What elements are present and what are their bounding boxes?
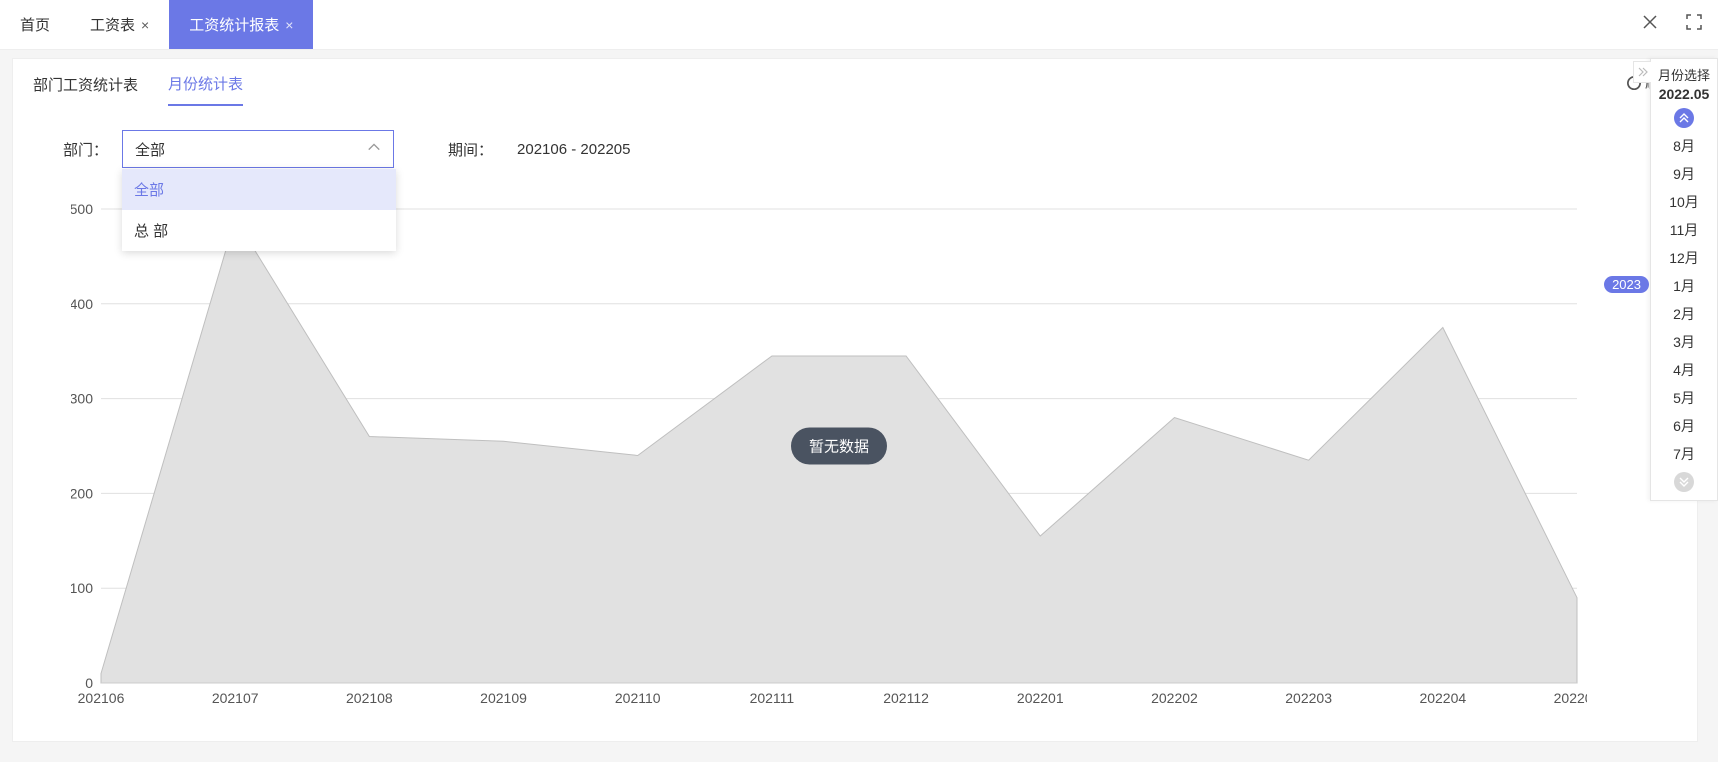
month-item[interactable]: 2月	[1673, 304, 1695, 324]
month-item[interactable]: 4月	[1673, 360, 1695, 380]
chevron-right-icon	[1638, 67, 1648, 77]
x-tick-label: 202111	[750, 690, 795, 706]
month-item[interactable]: 8月	[1673, 136, 1695, 156]
nav-tab-label: 首页	[20, 14, 50, 35]
month-item[interactable]: 6月	[1673, 416, 1695, 436]
nav-tab-label: 工资统计报表	[189, 14, 279, 35]
subtab-month-stats[interactable]: 月份统计表	[168, 73, 243, 106]
sub-tabs: 部门工资统计表 月份统计表 刷新	[13, 59, 1697, 106]
scroll-up-button[interactable]	[1674, 108, 1694, 128]
x-tick-label: 202204	[1419, 690, 1466, 706]
y-tick-label: 200	[71, 485, 93, 501]
y-tick-label: 300	[71, 391, 93, 407]
x-tick-label: 202205	[1554, 690, 1587, 706]
month-item[interactable]: 12月	[1669, 248, 1699, 268]
nav-tab-salary[interactable]: 工资表 ×	[70, 0, 169, 49]
x-tick-label: 202110	[615, 690, 661, 706]
fullscreen-button[interactable]	[1680, 8, 1708, 36]
x-tick-label: 202106	[78, 690, 125, 706]
dept-dropdown: 全部总 部	[122, 169, 396, 251]
x-tick-label: 202203	[1285, 690, 1332, 706]
month-item[interactable]: 3月	[1673, 332, 1695, 352]
month-panel-title: 月份选择	[1651, 59, 1717, 86]
y-tick-label: 500	[71, 201, 93, 217]
y-tick-label: 0	[85, 675, 93, 691]
month-item[interactable]: 11月	[1670, 220, 1699, 240]
chart-area: 0 100 200 300 400 500 202106 202107 202108 202109…	[71, 199, 1587, 711]
dept-label: 部门：	[63, 139, 108, 160]
close-icon[interactable]: ×	[285, 17, 293, 33]
month-panel-current: 2022.05	[1651, 86, 1717, 108]
collapse-handle[interactable]	[1633, 61, 1651, 83]
month-item[interactable]: 7月	[1673, 444, 1695, 464]
dept-select-box[interactable]: 全部	[122, 130, 394, 168]
period-label: 期间：	[448, 139, 493, 160]
month-item[interactable]: 1月	[1673, 276, 1695, 296]
month-item[interactable]: 5月	[1673, 388, 1695, 408]
filters: 部门： 全部 全部总 部 期间： 202106 - 202205	[13, 106, 1697, 178]
month-picker-panel: 月份选择 2022.05 8月 9月 10月 11月 12月 1月 2月 3月 4月 5月 6月 7月…	[1650, 58, 1718, 501]
dept-select-value: 全部	[135, 139, 165, 160]
x-tick-label: 202107	[212, 690, 259, 706]
nav-tab-label: 工资表	[90, 14, 135, 35]
period-value: 202106 - 202205	[517, 141, 630, 158]
y-tick-label: 400	[71, 296, 93, 312]
close-icon	[1642, 14, 1658, 30]
x-tick-label: 202112	[883, 690, 929, 706]
fullscreen-icon	[1686, 14, 1702, 30]
month-item[interactable]: 9月	[1673, 164, 1695, 184]
x-tick-label: 202108	[346, 690, 393, 706]
dept-dropdown-item[interactable]: 总 部	[122, 210, 396, 251]
close-panel-button[interactable]	[1636, 8, 1664, 36]
close-icon[interactable]: ×	[141, 17, 149, 33]
content-card: 部门工资统计表 月份统计表 刷新 部门： 全部 全部总 部 期间： 202106…	[12, 58, 1698, 742]
x-tick-label: 202202	[1151, 690, 1198, 706]
no-data-badge: 暂无数据	[791, 428, 887, 465]
month-list: 8月 9月 10月 11月 12月 1月 2月 3月 4月 5月 6月 7月	[1651, 108, 1717, 492]
top-right-controls	[1636, 8, 1708, 36]
chevron-up-icon	[1679, 113, 1689, 123]
y-tick-label: 100	[71, 580, 93, 596]
chevron-down-icon	[1679, 477, 1689, 487]
month-item[interactable]: 10月	[1669, 192, 1699, 212]
nav-tab-home[interactable]: 首页	[0, 0, 70, 49]
x-tick-label: 202109	[480, 690, 527, 706]
chevron-up-icon	[367, 140, 381, 158]
subtab-dept-stats[interactable]: 部门工资统计表	[33, 74, 138, 105]
year-badge: 2023	[1604, 276, 1649, 293]
dept-dropdown-item[interactable]: 全部	[122, 169, 396, 210]
nav-tab-salary-stats[interactable]: 工资统计报表 ×	[169, 0, 313, 49]
top-nav: 首页 工资表 × 工资统计报表 ×	[0, 0, 1718, 50]
scroll-down-button[interactable]	[1674, 472, 1694, 492]
x-tick-label: 202201	[1017, 690, 1064, 706]
dept-select[interactable]: 全部 全部总 部	[122, 130, 394, 168]
